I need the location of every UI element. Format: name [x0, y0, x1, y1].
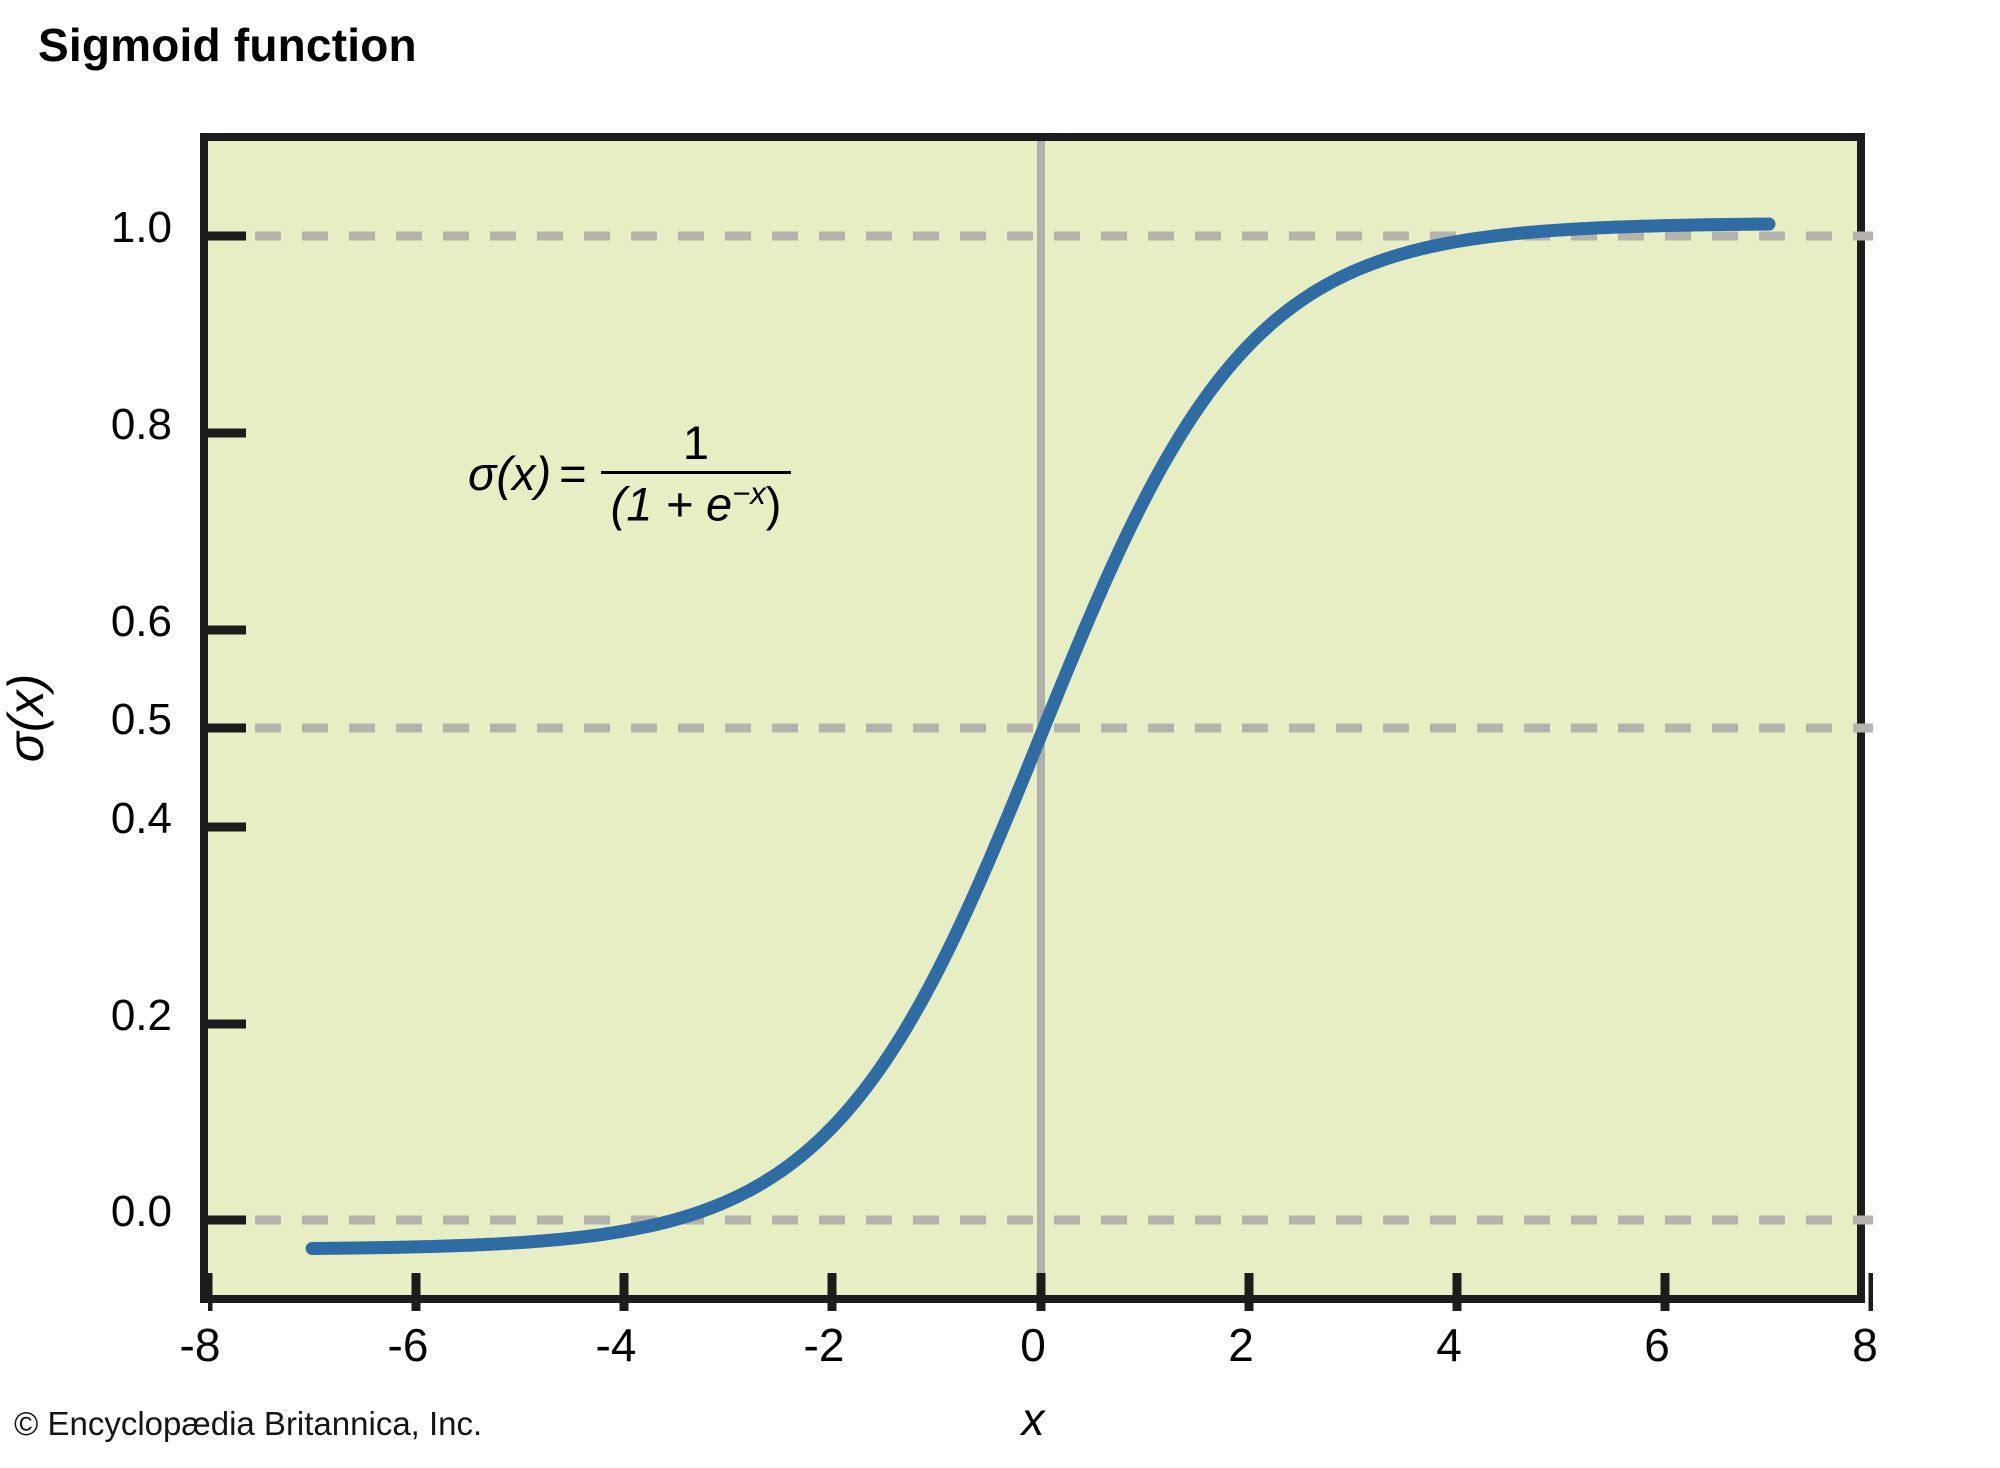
chart-title: Sigmoid function	[38, 19, 417, 71]
xtick-label--2: -2	[803, 1319, 845, 1371]
xtick-label--8: -8	[179, 1319, 221, 1371]
equation-denominator: (1 + e−x)	[601, 474, 792, 529]
x-axis-ticks	[208, 1273, 1873, 1311]
x-axis-label: x	[1021, 1393, 1045, 1445]
xtick-label-4: 4	[1436, 1319, 1462, 1371]
xtick-label-0: 0	[1020, 1319, 1046, 1371]
ytick-label-0.5: 0.5	[110, 695, 172, 744]
equation-annotation: σ(x) = 1 (1 + e−x)	[468, 416, 792, 529]
equation-denominator-open: (1 + e	[610, 477, 733, 531]
equation-fraction: 1 (1 + e−x)	[600, 416, 792, 529]
xtick-label-8: 8	[1852, 1319, 1878, 1371]
sigmoid-curve	[305, 217, 1776, 1255]
xtick-label-6: 6	[1644, 1319, 1670, 1371]
ytick-label-0.2: 0.2	[110, 991, 172, 1040]
plot-canvas	[208, 141, 1873, 1311]
horizontal-gridlines	[208, 231, 1873, 1225]
ytick-label-1.0: 1.0	[110, 203, 172, 252]
y-axis-label: σ(x)	[0, 673, 54, 763]
equation-lhs: σ(x)	[468, 447, 552, 501]
equation-denominator-close: )	[765, 477, 782, 531]
equation-denominator-exponent: −x	[732, 475, 766, 511]
y-axis-tick-labels: 1.0 0.8 0.6 0.5 0.4 0.2 0.0	[0, 0, 172, 1468]
x-axis-tick-labels: -8 -6 -4 -2 0 2 4 6 8	[0, 1318, 2000, 1388]
ytick-label-0.8: 0.8	[110, 400, 172, 449]
xtick-label--4: -4	[595, 1319, 637, 1371]
ytick-label-0.6: 0.6	[110, 597, 172, 646]
copyright-credit: © Encyclopædia Britannica, Inc.	[14, 1405, 483, 1442]
xtick-label-2: 2	[1228, 1319, 1254, 1371]
ytick-label-0.4: 0.4	[110, 794, 172, 843]
equation-numerator: 1	[682, 416, 710, 469]
plot-area	[200, 133, 1873, 1311]
ytick-label-0.0: 0.0	[110, 1187, 172, 1236]
equation-equals-sign: =	[559, 447, 587, 501]
xtick-label--6: -6	[387, 1319, 429, 1371]
y-axis-ticks	[208, 231, 246, 1225]
equation-fraction-bar	[600, 470, 792, 474]
